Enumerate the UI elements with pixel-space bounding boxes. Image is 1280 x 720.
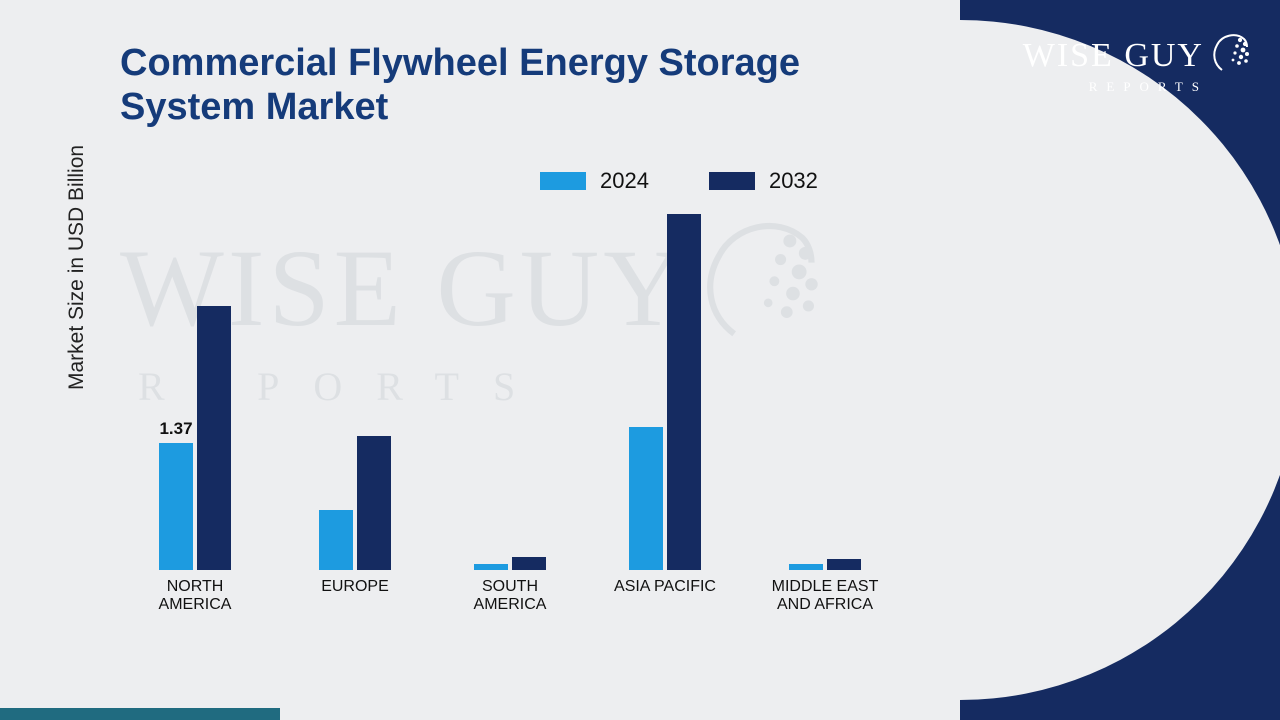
legend-label: 2032 <box>769 168 818 194</box>
x-tick-label: MIDDLE EAST AND AFRICA <box>765 578 885 615</box>
bar <box>667 214 701 570</box>
bar <box>319 510 353 570</box>
plot-area: 1.37 <box>105 200 905 570</box>
brand-head-icon <box>1210 30 1252 81</box>
legend-item: 2024 <box>540 168 649 194</box>
x-tick-label: EUROPE <box>295 578 415 596</box>
brand-line1: WISE GUY <box>1023 37 1204 75</box>
legend-swatch <box>540 172 586 190</box>
bar <box>629 427 663 570</box>
bar <box>827 559 861 570</box>
bar <box>512 557 546 570</box>
chart-title: Commercial Flywheel Energy Storage Syste… <box>120 42 860 129</box>
x-tick-label: SOUTH AMERICA <box>450 578 570 615</box>
bar <box>197 306 231 570</box>
brand-line2: REPORTS <box>1023 79 1252 95</box>
legend-swatch <box>709 172 755 190</box>
x-tick-label: NORTH AMERICA <box>135 578 255 615</box>
bar <box>789 564 823 570</box>
x-tick-label: ASIA PACIFIC <box>605 578 725 596</box>
y-axis-label: Market Size in USD Billion <box>65 145 89 390</box>
bar <box>357 436 391 570</box>
brand-logo: WISE GUY REPORTS <box>1023 30 1252 95</box>
legend: 2024 2032 <box>540 168 818 194</box>
bottom-accent-bar <box>0 708 280 720</box>
legend-item: 2032 <box>709 168 818 194</box>
legend-label: 2024 <box>600 168 649 194</box>
bar <box>474 564 508 570</box>
bar <box>159 443 193 570</box>
x-axis-labels: NORTH AMERICA EUROPE SOUTH AMERICA ASIA PAC… <box>105 572 905 692</box>
